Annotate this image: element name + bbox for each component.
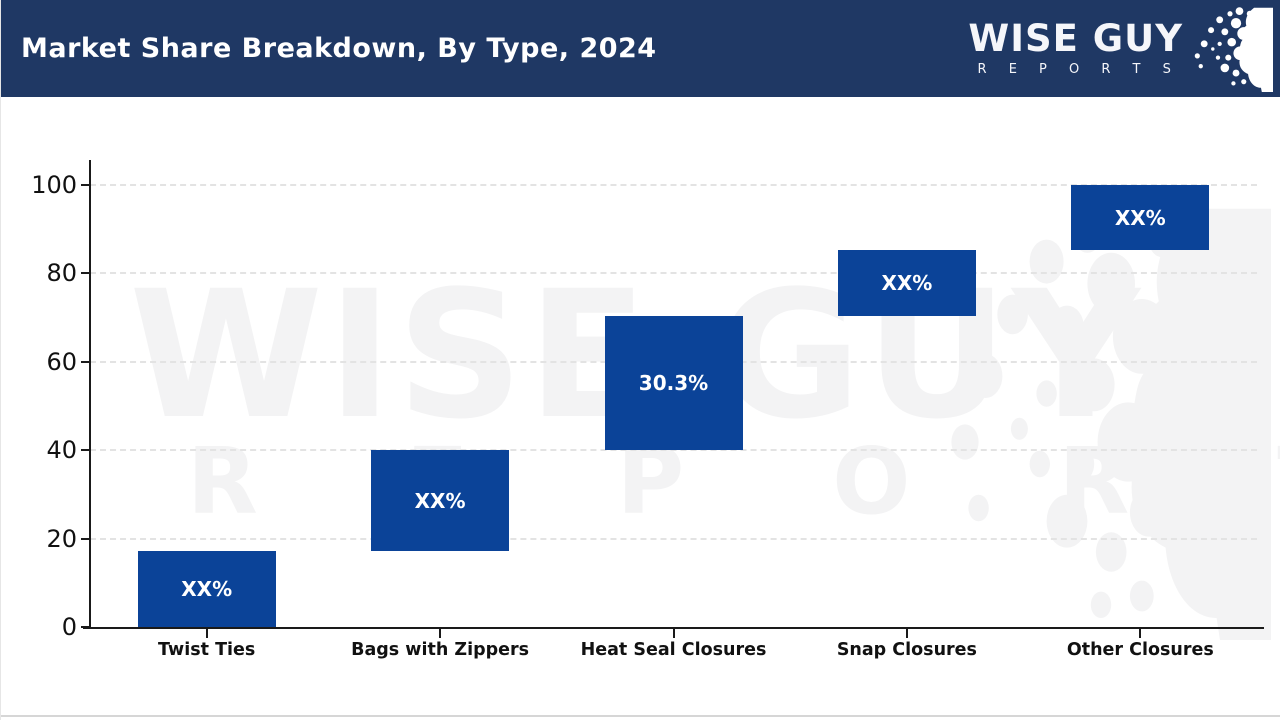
x-tick-mark-heat-seal-closures — [672, 629, 675, 638]
wiseguy-face-icon — [1194, 6, 1273, 92]
bar-value-label-bags-with-zippers: XX% — [414, 488, 466, 513]
x-axis-label-other-closures: Other Closures — [1066, 640, 1214, 660]
logo-subtitle: R E P O R T S — [977, 62, 1180, 77]
wiseguy-logo: WISE GUY R E P O R T S — [968, 5, 1273, 93]
gridline-20 — [90, 537, 1257, 540]
bar-bags-with-zippers: XX% — [371, 450, 510, 551]
gridline-100 — [90, 184, 1257, 186]
x-tick-mark-twist-ties — [205, 629, 208, 638]
gridline-80 — [90, 272, 1257, 275]
y-tick-label-60: 60 — [46, 347, 77, 376]
x-axis-label-twist-ties: Twist Ties — [158, 640, 256, 660]
bottom-border — [1, 715, 1280, 717]
y-tick-mark-40 — [81, 449, 90, 452]
y-axis-line — [89, 160, 91, 629]
x-axis-label-bags-with-zippers: Bags with Zippers — [351, 640, 530, 660]
x-axis-label-snap-closures: Snap Closures — [836, 640, 977, 660]
gridline-40 — [90, 449, 1257, 452]
logo-title: WISE GUY — [968, 17, 1183, 60]
bar-snap-closures: XX% — [837, 250, 976, 317]
x-axis-label-heat-seal-closures: Heat Seal Closures — [580, 640, 767, 660]
y-tick-label-20: 20 — [46, 524, 77, 553]
logo-wordmark: WISE GUY R E P O R T S — [968, 20, 1183, 77]
bar-other-closures: XX% — [1071, 185, 1210, 251]
bar-value-label-twist-ties: XX% — [181, 576, 233, 601]
bar-value-label-heat-seal-closures: 30.3% — [638, 371, 709, 396]
y-tick-mark-100 — [81, 184, 90, 186]
bar-heat-seal-closures: 30.3% — [604, 316, 743, 451]
x-tick-mark-other-closures — [1139, 629, 1142, 638]
header-bar: Market Share Breakdown, By Type, 2024 WI… — [1, 0, 1280, 97]
y-tick-mark-80 — [81, 272, 90, 275]
x-tick-mark-bags-with-zippers — [439, 629, 442, 638]
y-tick-label-100: 100 — [31, 171, 77, 199]
bar-value-label-snap-closures: XX% — [881, 271, 933, 296]
x-axis-line — [83, 627, 1264, 629]
bar-twist-ties: XX% — [137, 550, 276, 627]
y-tick-mark-20 — [81, 537, 90, 540]
bar-value-label-other-closures: XX% — [1114, 205, 1166, 230]
y-tick-mark-60 — [81, 360, 90, 363]
y-tick-label-40: 40 — [46, 436, 77, 465]
y-tick-label-0: 0 — [61, 613, 77, 641]
watermark-face-icon — [951, 200, 1271, 640]
chart-title: Market Share Breakdown, By Type, 2024 — [21, 33, 657, 64]
x-tick-mark-snap-closures — [905, 629, 908, 638]
y-tick-label-80: 80 — [46, 259, 77, 288]
